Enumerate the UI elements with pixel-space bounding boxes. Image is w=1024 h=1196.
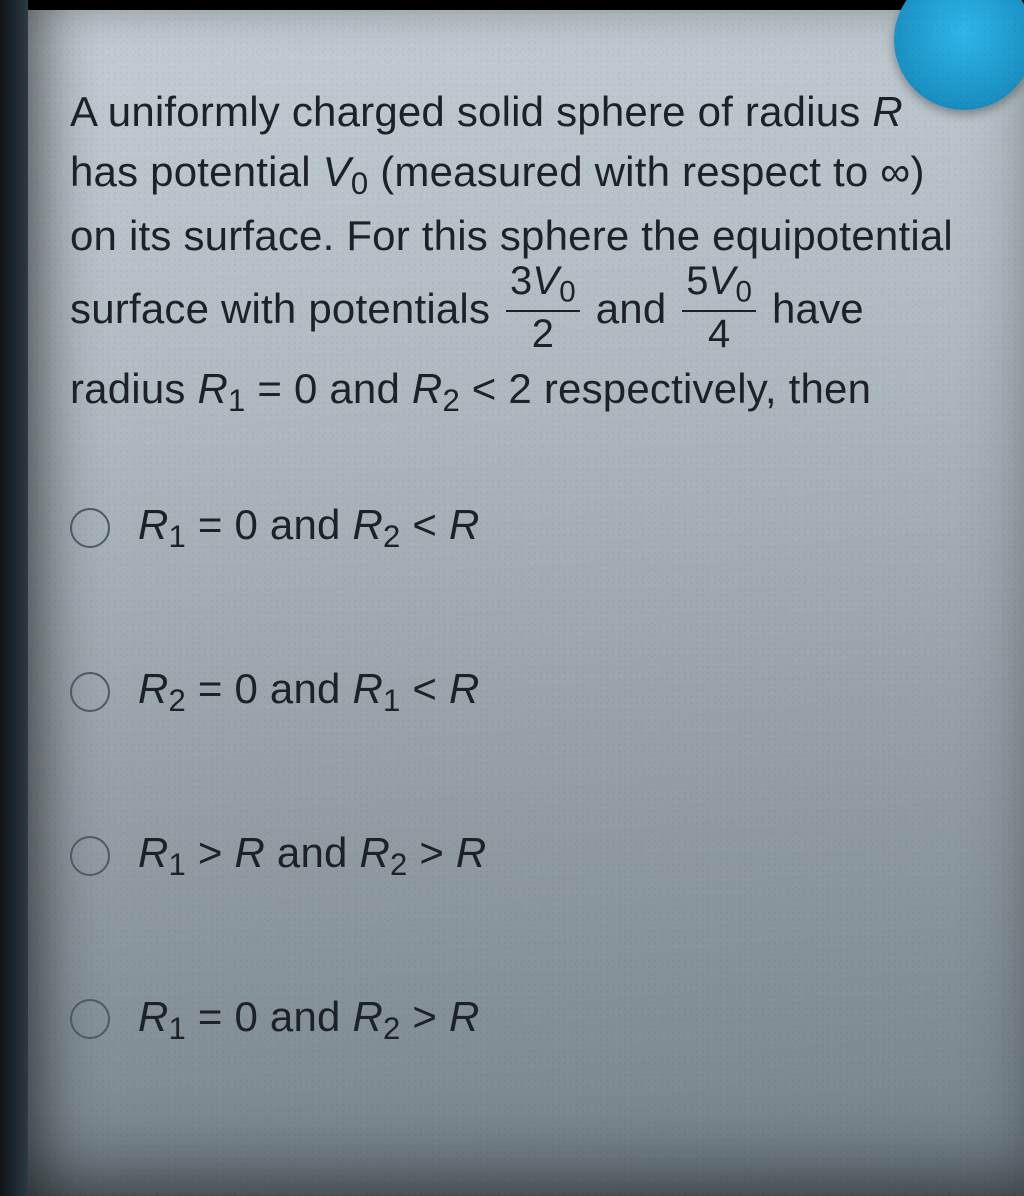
q-seg: = 0 and <box>245 365 411 412</box>
opt-sub: 1 <box>169 519 186 554</box>
q-seg: A uniformly charged solid sphere of radi… <box>70 88 872 135</box>
screen: A uniformly charged solid sphere of radi… <box>28 10 1024 1196</box>
var-R: R <box>872 88 903 135</box>
option-b[interactable]: R2 = 0 and R1 < R <box>70 665 982 719</box>
option-a-text: R1 = 0 and R2 < R <box>138 501 479 555</box>
opt-seg: < <box>400 665 448 712</box>
frac2-num-sub: 0 <box>735 276 752 309</box>
opt-seg: > <box>186 829 234 876</box>
opt-var: R <box>352 665 383 712</box>
opt-var: R <box>352 501 383 548</box>
bezel-left <box>0 0 28 1196</box>
opt-seg: = 0 and <box>186 665 352 712</box>
q-seg: and <box>584 285 678 332</box>
option-b-text: R2 = 0 and R1 < R <box>138 665 479 719</box>
opt-sub: 2 <box>383 1010 400 1045</box>
fraction-5V0-4: 5V04 <box>678 261 760 355</box>
frac2-den: 4 <box>682 312 756 356</box>
option-c[interactable]: R1 > R and R2 > R <box>70 829 982 883</box>
frac2-num-V: V <box>709 259 736 303</box>
radio-icon[interactable] <box>70 999 110 1039</box>
option-d-text: R1 = 0 and R2 > R <box>138 993 479 1047</box>
question-text: A uniformly charged solid sphere of radi… <box>70 82 982 423</box>
options-list: R1 = 0 and R2 < R R2 = 0 and R1 < R R1 >… <box>70 501 982 1046</box>
opt-seg: = 0 and <box>186 993 352 1040</box>
opt-var: R <box>352 993 383 1040</box>
opt-var: R <box>449 993 480 1040</box>
opt-var: R <box>359 829 390 876</box>
option-d[interactable]: R1 = 0 and R2 > R <box>70 993 982 1047</box>
opt-var: R <box>138 501 169 548</box>
radio-icon[interactable] <box>70 836 110 876</box>
var-V0-v: V <box>323 148 351 195</box>
opt-var: R <box>449 501 480 548</box>
phone-frame: A uniformly charged solid sphere of radi… <box>0 0 1024 1196</box>
opt-seg: and <box>265 829 359 876</box>
fraction-3V0-2: 3V02 <box>502 261 584 355</box>
opt-sub: 1 <box>169 847 186 882</box>
opt-var: R <box>234 829 265 876</box>
opt-seg: > <box>407 829 455 876</box>
var-R1-sub: 1 <box>228 383 245 418</box>
radio-icon[interactable] <box>70 672 110 712</box>
var-R2-r: R <box>412 365 443 412</box>
var-V0-sub: 0 <box>351 165 368 200</box>
opt-sub: 2 <box>383 519 400 554</box>
opt-sub: 2 <box>390 847 407 882</box>
frac1-num-V: V <box>532 259 559 303</box>
opt-seg: = 0 and <box>186 501 352 548</box>
opt-seg: > <box>400 993 448 1040</box>
opt-sub: 1 <box>383 683 400 718</box>
frac1-num-sub: 0 <box>559 276 576 309</box>
frac1-den: 2 <box>506 312 580 356</box>
opt-var: R <box>138 665 169 712</box>
opt-sub: 2 <box>169 683 186 718</box>
frac1-num-a: 3 <box>510 259 532 303</box>
frac2-num-a: 5 <box>686 259 708 303</box>
var-R1-r: R <box>197 365 228 412</box>
opt-var: R <box>138 993 169 1040</box>
radio-icon[interactable] <box>70 508 110 548</box>
option-c-text: R1 > R and R2 > R <box>138 829 486 883</box>
var-R2-sub: 2 <box>442 383 459 418</box>
opt-var: R <box>456 829 487 876</box>
opt-var: R <box>449 665 480 712</box>
opt-seg: < <box>400 501 448 548</box>
option-a[interactable]: R1 = 0 and R2 < R <box>70 501 982 555</box>
q-seg: < 2 respectively, then <box>460 365 871 412</box>
opt-sub: 1 <box>169 1010 186 1045</box>
opt-var: R <box>138 829 169 876</box>
q-seg: has potential <box>70 148 323 195</box>
